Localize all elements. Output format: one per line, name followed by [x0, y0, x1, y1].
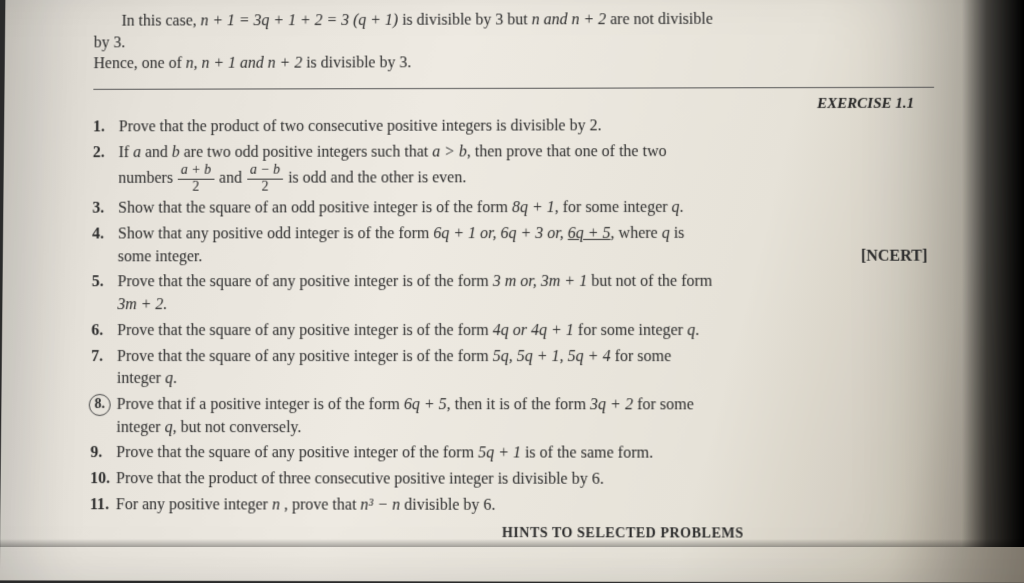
exercise-header: EXERCISE 1.1: [93, 96, 934, 115]
list-item: Prove that the product of three consecut…: [90, 468, 937, 492]
frac1-den: 2: [178, 180, 214, 195]
q11a: For any positive integer: [116, 496, 272, 513]
q4-forms: 6q + 1 or, 6q + 3 or,: [433, 225, 567, 242]
intro-l3a: Hence, one of: [93, 55, 185, 72]
intro-l1b: is divisible by 3 but: [398, 12, 531, 29]
intro-l1a: In this case,: [121, 13, 200, 30]
intro-expr1: n + 1 = 3q + 1 + 2 = 3 (q + 1): [201, 12, 399, 29]
q5a: Prove that the square of any positive in…: [117, 273, 492, 290]
q6b: for some integer: [574, 322, 687, 339]
q5c: 3m + 2.: [117, 296, 167, 313]
q2-agtb: a > b: [432, 143, 467, 160]
q7b: for some: [611, 348, 672, 365]
q6-q: q: [687, 322, 695, 339]
q3b: , for some integer: [555, 199, 672, 216]
q7-q: q: [165, 370, 173, 387]
q5b: but not of the form: [587, 273, 712, 290]
intro-terms: n, n + 1 and n + 2: [186, 55, 303, 72]
q11-n3n: n³ − n: [360, 496, 400, 513]
q8e: , but not conversely.: [173, 419, 302, 436]
frac2-num: a − b: [247, 164, 283, 180]
q2e: numbers: [118, 170, 177, 187]
intro-np2: n + 2: [571, 11, 606, 28]
q2-a-var: a: [133, 144, 141, 161]
q2g: is odd and the other is even.: [284, 170, 466, 187]
intro-n-and: n and: [532, 11, 572, 28]
q2b: and: [141, 144, 172, 161]
q7-forms: 5q, 5q + 1, 5q + 4: [493, 348, 611, 365]
q5-forms: 3 m or, 3m + 1: [493, 273, 587, 290]
q4a: Show that any positive odd integer is of…: [118, 225, 434, 242]
list-item: Show that any positive odd integer is of…: [92, 223, 936, 269]
intro-l1c: are not divisible: [606, 11, 713, 28]
q8c: for some: [633, 396, 694, 413]
list-item: Prove that the square of any positive in…: [91, 346, 937, 392]
list-item: Prove that the square of any positive in…: [91, 320, 936, 343]
q6-forms: 4q or 4q + 1: [493, 322, 574, 339]
q7a: Prove that the square of any positive in…: [117, 348, 493, 365]
q8a: Prove that if a positive integer is of t…: [117, 396, 404, 413]
divider-line: [93, 87, 934, 90]
intro-text: In this case, n + 1 = 3q + 1 + 2 = 3 (q …: [93, 8, 934, 75]
q7c: integer: [117, 370, 165, 387]
q3a: Show that the square of an odd positive …: [118, 199, 512, 216]
exercise-list: Prove that the product of two consecutiv…: [90, 114, 938, 518]
list-item: For any positive integer n , prove that …: [90, 494, 938, 518]
ncert-tag: [NCERT]: [861, 245, 936, 268]
q4-last: 6q + 5: [568, 225, 611, 242]
q8d: integer: [116, 419, 164, 436]
q3-q: q: [672, 199, 680, 216]
q2c: are two odd positive integers such that: [180, 143, 433, 160]
q2-b-var: b: [172, 144, 180, 161]
q8-f1: 6q + 5: [404, 396, 447, 413]
list-item: Show that the square of an odd positive …: [92, 197, 935, 221]
q8b: , then it is of the form: [447, 396, 590, 413]
q3-form: 8q + 1: [512, 199, 555, 216]
fraction-2: a − b2: [247, 164, 283, 195]
textbook-page: In this case, n + 1 = 3q + 1 + 2 = 3 (q …: [0, 0, 1024, 583]
intro-l2: by 3.: [94, 30, 934, 54]
q10-text: Prove that the product of three consecut…: [116, 470, 604, 488]
list-item: Prove that the product of two consecutiv…: [93, 114, 935, 138]
q2f: and: [215, 170, 246, 187]
page-shadow-bottom: [0, 539, 1024, 547]
q2a: If: [118, 144, 133, 161]
intro-l3b: is divisible by 3.: [302, 55, 411, 72]
q4c: is: [670, 225, 685, 242]
q4-q: q: [662, 225, 670, 242]
page-shadow-right: [962, 0, 1024, 547]
q9a: Prove that the square of any positive in…: [116, 444, 478, 461]
q1-text: Prove that the product of two consecutiv…: [119, 117, 602, 135]
list-item: Prove that the square of any positive in…: [91, 271, 935, 317]
q11b: , prove that: [280, 496, 361, 513]
q4d: some integer.: [118, 248, 203, 265]
frac2-den: 2: [247, 180, 283, 195]
q8-f2: 3q + 2: [590, 396, 633, 413]
fraction-1: a + b2: [178, 164, 214, 195]
list-item: Prove that if a positive integer is of t…: [90, 394, 937, 440]
q11c: divisible by 6.: [400, 496, 495, 513]
q4b: , where: [611, 225, 662, 242]
q9b: is of the same form.: [521, 445, 653, 462]
list-item: If a and b are two odd positive integers…: [92, 140, 934, 195]
q9-f: 5q + 1: [478, 445, 521, 462]
q6a: Prove that the square of any positive in…: [117, 322, 493, 339]
q2d: , then prove that one of the two: [467, 143, 667, 160]
list-item: Prove that the square of any positive in…: [90, 442, 937, 466]
frac1-num: a + b: [178, 164, 214, 180]
